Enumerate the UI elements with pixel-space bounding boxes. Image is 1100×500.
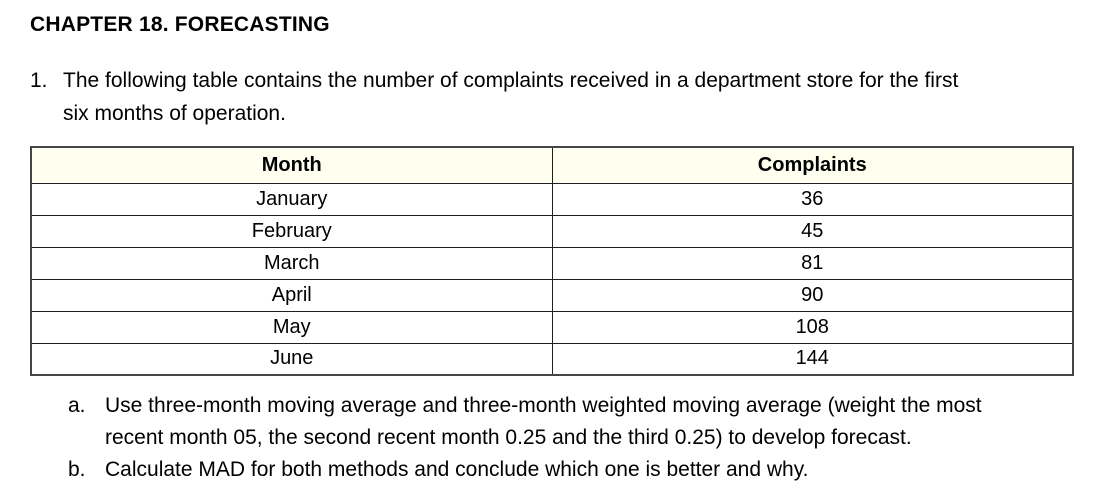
month-cell: January xyxy=(30,182,553,216)
complaints-cell: 108 xyxy=(551,310,1074,344)
subquestion-b-label: b. xyxy=(68,458,86,481)
complaints-cell: 45 xyxy=(551,214,1074,248)
page-title: CHAPTER 18. FORECASTING xyxy=(30,13,330,36)
table-row: March 81 xyxy=(30,246,1074,280)
table-row: May 108 xyxy=(30,310,1074,344)
complaints-cell: 36 xyxy=(551,182,1074,216)
month-cell: June xyxy=(30,342,553,376)
question-number: 1. xyxy=(30,69,48,92)
month-cell: March xyxy=(30,246,553,280)
subquestion-a: a. Use three-month moving average and th… xyxy=(68,390,1060,454)
month-cell: April xyxy=(30,278,553,312)
complaints-cell: 90 xyxy=(551,278,1074,312)
table-row: January 36 xyxy=(30,182,1074,216)
table-header-month: Month xyxy=(30,146,553,184)
subquestion-b-text: Calculate MAD for both methods and concl… xyxy=(105,458,809,481)
month-cell: May xyxy=(30,310,553,344)
complaints-table: Month Complaints January 36 February 45 … xyxy=(30,146,1074,376)
subquestion-b: b. Calculate MAD for both methods and co… xyxy=(68,454,1060,486)
month-cell: February xyxy=(30,214,553,248)
subquestions: a. Use three-month moving average and th… xyxy=(68,390,1060,486)
table-row: June 144 xyxy=(30,342,1074,376)
question-text: The following table contains the number … xyxy=(63,69,959,125)
table-row: April 90 xyxy=(30,278,1074,312)
question-1: 1. The following table contains the numb… xyxy=(30,64,1068,130)
subquestion-a-label: a. xyxy=(68,394,86,417)
subquestion-a-text: Use three-month moving average and three… xyxy=(105,394,982,449)
complaints-cell: 144 xyxy=(551,342,1074,376)
table-row: February 45 xyxy=(30,214,1074,248)
complaints-cell: 81 xyxy=(551,246,1074,280)
table-header-row: Month Complaints xyxy=(30,146,1074,184)
table-header-complaints: Complaints xyxy=(551,146,1074,184)
